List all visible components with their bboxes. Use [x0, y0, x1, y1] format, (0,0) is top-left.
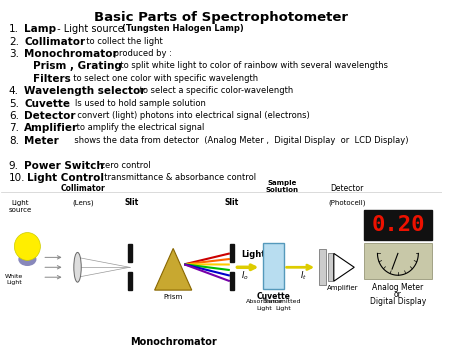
Polygon shape [334, 253, 354, 281]
Text: 5.: 5. [9, 99, 19, 109]
Text: Digital Display: Digital Display [370, 297, 426, 306]
Text: :to split white light to color of rainbow with several wavelengths: :to split white light to color of rainbo… [116, 61, 389, 70]
Bar [230, 272, 235, 290]
Text: Collimator: Collimator [24, 37, 85, 47]
Text: Prism , Grating: Prism , Grating [33, 61, 122, 71]
Text: to select one color with specific wavelength: to select one color with specific wavele… [68, 74, 258, 83]
Polygon shape [155, 248, 192, 290]
Text: 8.: 8. [9, 136, 19, 146]
Text: $I_t$: $I_t$ [301, 269, 307, 282]
Text: Is used to hold sample solution: Is used to hold sample solution [67, 99, 206, 108]
Text: Monochromator: Monochromator [130, 337, 217, 347]
Text: Light: Light [256, 306, 272, 311]
Text: Collimator: Collimator [61, 184, 106, 193]
Text: Lamp: Lamp [24, 24, 56, 34]
Circle shape [14, 233, 40, 260]
Text: 2.: 2. [9, 37, 19, 47]
Text: to collect the light: to collect the light [81, 37, 163, 45]
Bar [364, 244, 432, 279]
Text: zero control: zero control [98, 160, 151, 170]
Text: convert (light) photons into electrical signal (electrons): convert (light) photons into electrical … [72, 111, 310, 120]
Text: Basic Parts of Spectrophotometer: Basic Parts of Spectrophotometer [94, 11, 348, 24]
Text: Detector: Detector [24, 111, 76, 121]
Text: Cuvette: Cuvette [256, 292, 291, 301]
Text: Monochromator: Monochromator [24, 49, 118, 59]
Text: transmittance & absorbance control: transmittance & absorbance control [99, 173, 256, 182]
Ellipse shape [19, 253, 36, 265]
Text: Light: Light [275, 306, 291, 311]
Text: Filters: Filters [33, 74, 71, 84]
Text: Wavelength selector: Wavelength selector [24, 86, 146, 96]
Text: 3.: 3. [9, 49, 19, 59]
Text: shows the data from detector  (Analog Meter ,  Digital Display  or  LCD Display): shows the data from detector (Analog Met… [56, 136, 409, 145]
Text: Transmitted: Transmitted [264, 299, 301, 304]
Text: Amplifier: Amplifier [328, 285, 359, 291]
Text: to amplify the electrical signal: to amplify the electrical signal [74, 124, 205, 132]
Text: Power Switch: Power Switch [24, 160, 104, 171]
Text: White
Light: White Light [5, 274, 24, 285]
Text: Slit: Slit [225, 198, 239, 207]
Text: Analog Meter: Analog Meter [372, 283, 424, 292]
Text: Absorbance: Absorbance [246, 299, 283, 304]
Bar [364, 210, 432, 240]
Text: produced by :: produced by : [111, 49, 172, 58]
Text: 1.: 1. [9, 24, 19, 34]
Text: Meter: Meter [24, 136, 59, 146]
Text: 9.: 9. [9, 160, 19, 171]
Text: Light
source: Light source [9, 200, 32, 213]
Text: Cuvette: Cuvette [24, 99, 70, 109]
Text: (Lens): (Lens) [73, 200, 94, 206]
Ellipse shape [74, 252, 81, 282]
Text: Amplifier: Amplifier [24, 124, 78, 133]
Bar [128, 245, 132, 262]
Text: (Photocell): (Photocell) [328, 200, 365, 206]
Text: Light Control: Light Control [27, 173, 104, 183]
Bar [263, 244, 283, 289]
Text: - Light source: - Light source [54, 24, 127, 34]
Bar [328, 253, 333, 281]
Bar [230, 245, 235, 262]
Text: Sample
Solution: Sample Solution [265, 180, 298, 193]
Text: Prism: Prism [164, 294, 183, 300]
Bar [128, 272, 132, 290]
Text: to select a specific color-wavelength: to select a specific color-wavelength [137, 86, 293, 95]
Text: 0.20: 0.20 [371, 215, 425, 235]
Text: 6.: 6. [9, 111, 19, 121]
Text: 7.: 7. [9, 124, 19, 133]
Text: Slit: Slit [124, 198, 138, 207]
Bar [319, 250, 327, 285]
Text: Detector: Detector [330, 184, 364, 193]
Text: 4.: 4. [9, 86, 19, 96]
Text: $I_o$: $I_o$ [241, 269, 249, 282]
Text: 10.: 10. [9, 173, 25, 183]
Text: Light: Light [241, 250, 265, 260]
Text: or: or [394, 290, 402, 299]
Text: (Tungsten Halogen Lamp): (Tungsten Halogen Lamp) [122, 24, 243, 33]
